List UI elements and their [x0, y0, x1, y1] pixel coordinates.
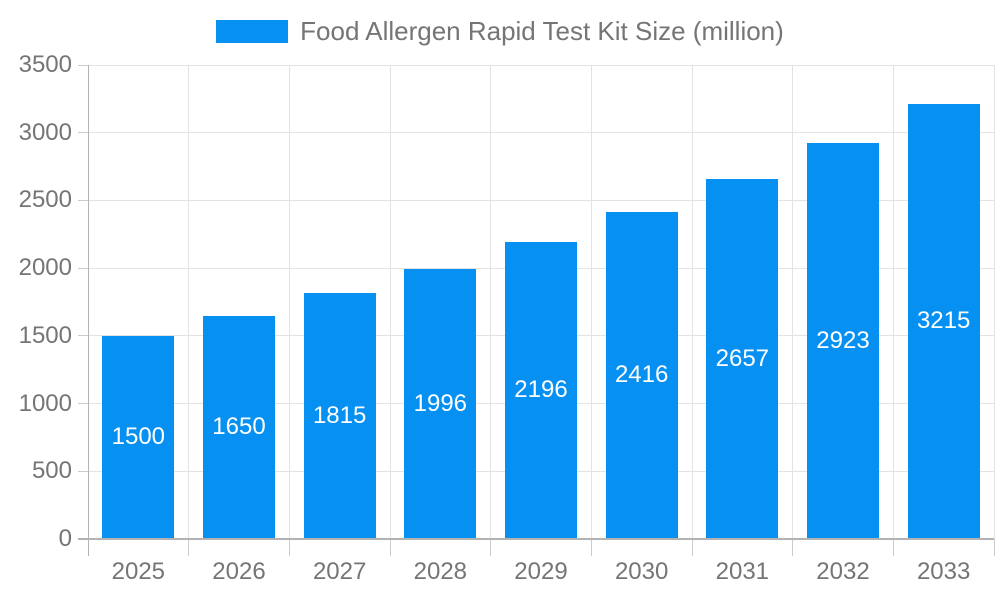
gridline-vertical	[993, 65, 995, 539]
x-axis-label: 2033	[916, 558, 971, 585]
y-axis-tick	[78, 64, 88, 66]
x-axis-tick	[691, 539, 693, 556]
gridline-vertical	[892, 65, 894, 539]
x-axis-label: 2028	[413, 558, 468, 585]
x-axis-tick	[892, 539, 894, 556]
y-axis-label: 3000	[18, 118, 72, 146]
bar[interactable]: 2657	[706, 179, 779, 539]
y-axis-line	[87, 65, 89, 556]
gridline-vertical	[691, 65, 693, 539]
gridline-vertical	[188, 65, 190, 539]
gridline-vertical	[792, 65, 794, 539]
bar[interactable]: 2923	[807, 143, 879, 539]
y-axis-tick	[78, 267, 88, 269]
bar-value-label: 2657	[715, 345, 770, 373]
y-axis-label: 2500	[18, 186, 72, 214]
y-axis-tick	[78, 403, 88, 405]
gridline-horizontal	[88, 132, 994, 134]
bar[interactable]: 2416	[605, 211, 678, 539]
x-axis-label: 2026	[212, 558, 266, 585]
x-axis-label: 2032	[816, 558, 870, 585]
x-axis-label: 2030	[614, 558, 669, 585]
y-axis-label: 500	[31, 457, 72, 485]
x-axis-label: 2029	[514, 558, 568, 585]
bar-value-label: 1815	[312, 402, 367, 430]
y-axis-tick	[78, 199, 88, 201]
gridline-vertical	[288, 65, 290, 539]
bar-value-label: 2416	[614, 361, 669, 389]
legend-swatch	[216, 19, 289, 43]
y-axis-tick	[78, 132, 88, 134]
x-axis-tick	[792, 539, 794, 556]
y-axis-label: 0	[58, 525, 72, 552]
x-axis-tick	[389, 539, 391, 556]
bar[interactable]: 2196	[505, 241, 577, 539]
bar[interactable]: 1996	[404, 268, 477, 539]
x-axis-tick	[490, 539, 492, 556]
legend-item[interactable]: Food Allergen Rapid Test Kit Size (milli…	[0, 17, 1000, 45]
gridline-horizontal	[88, 199, 994, 201]
x-axis-tick	[993, 539, 995, 556]
bar-value-label: 2923	[816, 327, 870, 355]
bar[interactable]: 1815	[303, 293, 376, 539]
gridline-vertical	[590, 65, 592, 539]
y-axis-label: 2000	[18, 254, 72, 282]
x-axis-line	[78, 538, 994, 540]
bar-value-label: 2196	[514, 376, 568, 404]
x-axis-tick	[188, 539, 190, 556]
bar-value-label: 3215	[916, 307, 971, 335]
bar[interactable]: 1650	[203, 315, 275, 539]
bar[interactable]: 1500	[102, 335, 175, 539]
x-axis-label: 2025	[111, 558, 166, 585]
x-axis-tick	[590, 539, 592, 556]
y-axis-label: 1000	[18, 389, 72, 417]
bar[interactable]: 3215	[907, 103, 980, 539]
x-axis-label: 2031	[715, 558, 770, 585]
gridline-horizontal	[88, 64, 994, 66]
bar-value-label: 1650	[212, 413, 266, 441]
gridline-vertical	[490, 65, 492, 539]
y-axis-tick	[78, 335, 88, 337]
y-axis-tick	[78, 470, 88, 472]
bar-value-label: 1500	[111, 423, 166, 451]
x-axis-label: 2027	[312, 558, 367, 585]
y-axis-label: 1500	[18, 321, 72, 349]
legend-label: Food Allergen Rapid Test Kit Size (milli…	[300, 16, 784, 46]
bar-value-label: 1996	[413, 389, 468, 417]
gridline-vertical	[389, 65, 391, 539]
y-axis-label: 3500	[18, 51, 72, 78]
x-axis-tick	[288, 539, 290, 556]
